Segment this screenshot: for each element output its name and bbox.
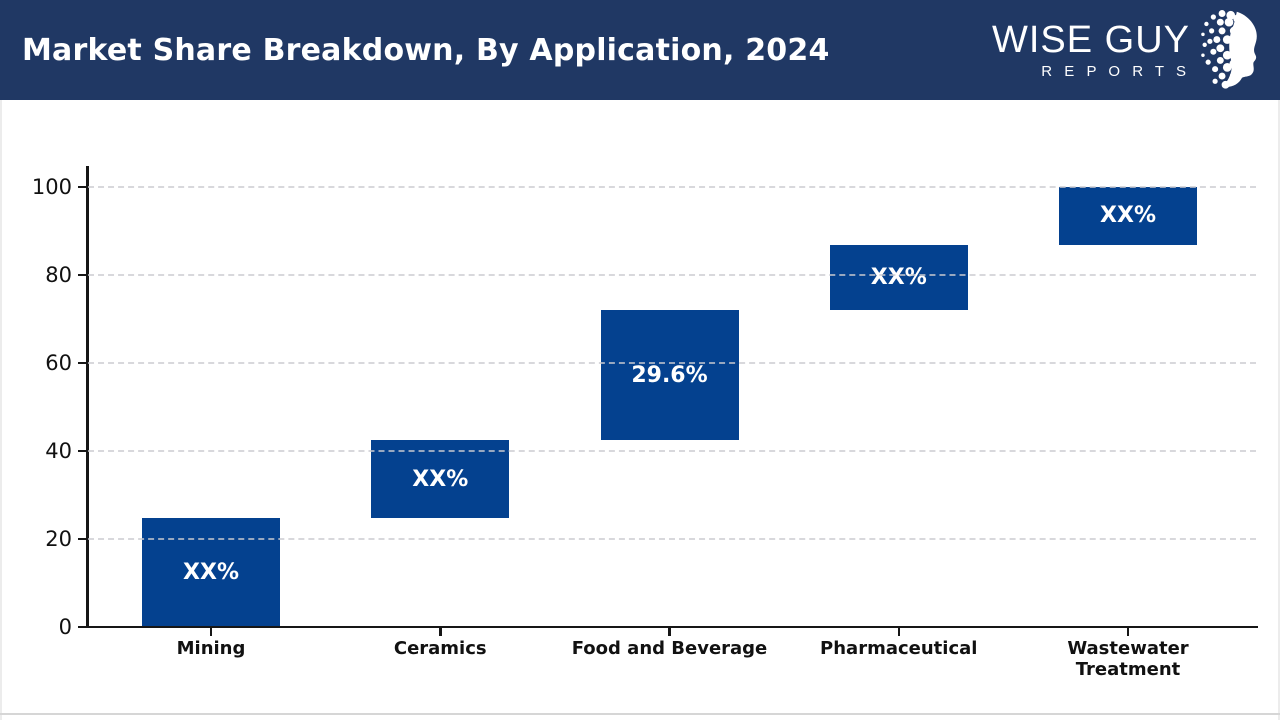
logo-primary-label: WISE GUY <box>991 18 1190 61</box>
gridline <box>88 186 1256 188</box>
y-tick <box>78 537 87 541</box>
bar: XX% <box>829 244 968 311</box>
x-tick <box>439 628 442 636</box>
x-tick-label: Ceramics <box>393 638 487 659</box>
x-tick-label: Food and Beverage <box>571 638 768 659</box>
bar-value-label: XX% <box>870 264 927 290</box>
gridline <box>88 274 1256 276</box>
bar-value-label: XX% <box>183 559 239 585</box>
logo-secondary-label: R E P O R T S <box>1041 62 1190 80</box>
y-tick-label: 40 <box>45 439 72 463</box>
x-tick <box>897 628 900 636</box>
y-tick-label: 20 <box>45 527 72 551</box>
footer-divider <box>0 713 1280 715</box>
gridline <box>88 450 1256 452</box>
y-tick <box>78 449 87 453</box>
x-axis-line <box>86 625 1258 628</box>
y-tick-label: 100 <box>31 175 72 199</box>
y-tick <box>78 273 87 277</box>
x-tick <box>668 628 671 636</box>
x-tick <box>1126 628 1130 636</box>
y-tick <box>78 361 87 365</box>
brand-logo: WISE GUY R E P O R T S <box>992 8 1262 92</box>
x-tick-label: Pharmaceutical <box>820 638 978 659</box>
bar: XX% <box>371 440 510 518</box>
header: Market Share Breakdown, By Application, … <box>0 0 1280 100</box>
y-tick-label: 60 <box>45 351 72 375</box>
y-tick-label: 80 <box>45 263 72 287</box>
y-tick-label: 0 <box>58 615 72 639</box>
x-tick-label: Mining <box>176 638 246 659</box>
bar-value-label: 29.6% <box>631 362 708 388</box>
x-tick <box>209 628 213 636</box>
logo-text: WISE GUY R E P O R T S <box>992 21 1190 80</box>
y-tick <box>78 625 87 629</box>
bar: XX% <box>142 517 280 627</box>
gridline <box>88 362 1256 364</box>
gridline <box>88 538 1256 540</box>
bar: 29.6% <box>600 310 739 441</box>
y-tick <box>78 185 87 189</box>
wiseguy-head-icon <box>1201 10 1257 89</box>
bar-value-label: XX% <box>412 466 469 492</box>
bar: XX% <box>1059 187 1197 245</box>
page-title: Market Share Breakdown, By Application, … <box>22 32 830 68</box>
y-axis-line <box>86 166 89 628</box>
x-tick-label: Wastewater Treatment <box>1067 638 1189 680</box>
bar-value-label: XX% <box>1100 203 1156 229</box>
